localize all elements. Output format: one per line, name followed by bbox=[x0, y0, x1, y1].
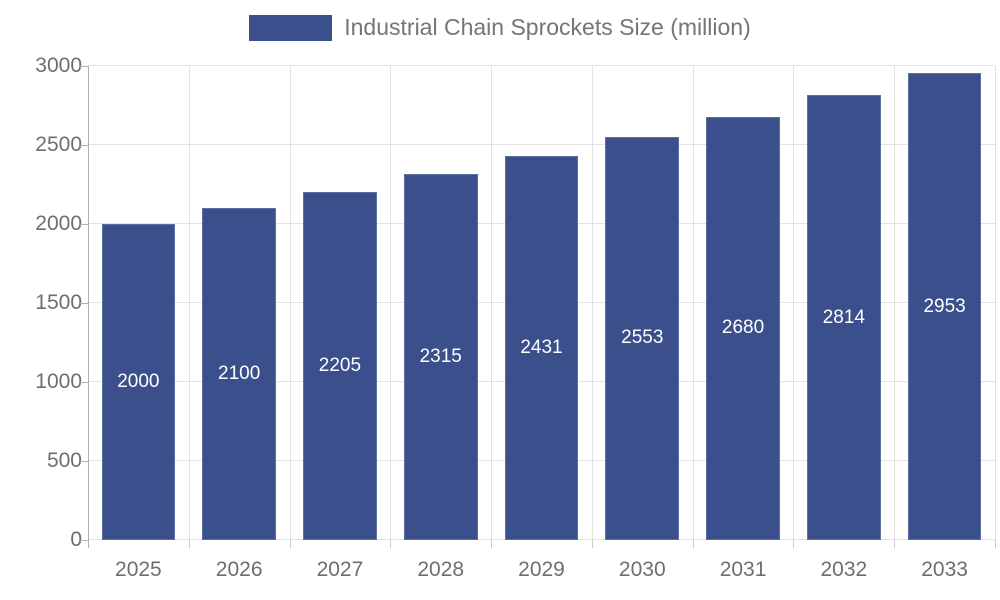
bar-2031[interactable]: 2680 bbox=[706, 116, 780, 540]
bar-value-label: 2953 bbox=[923, 295, 966, 317]
y-axis-line bbox=[88, 66, 89, 548]
v-gridline bbox=[390, 66, 392, 540]
x-axis-tick bbox=[692, 540, 694, 548]
v-gridline bbox=[491, 66, 493, 540]
x-axis-tick-label: 2029 bbox=[518, 558, 565, 581]
v-gridline bbox=[793, 66, 795, 540]
bar-value-label: 2680 bbox=[721, 317, 765, 339]
v-gridline bbox=[995, 66, 996, 540]
y-axis-tick-label: 500 bbox=[46, 449, 82, 472]
x-axis-tick-label: 2030 bbox=[618, 558, 666, 581]
legend-label: Industrial Chain Sprockets Size (million… bbox=[344, 14, 751, 40]
x-axis-tick bbox=[591, 540, 593, 548]
x-axis-tick bbox=[995, 540, 996, 548]
h-gridline bbox=[88, 144, 995, 145]
v-gridline bbox=[289, 66, 291, 540]
x-axis-tick-label: 2026 bbox=[215, 558, 263, 581]
y-axis-tick bbox=[80, 145, 88, 146]
y-axis-tick bbox=[80, 66, 88, 67]
x-axis-tick bbox=[188, 540, 190, 548]
plot-area: 2000 2100 2205 2315 2431 2553 2680 2814 2953 bbox=[88, 65, 996, 540]
bar-value-label: 2814 bbox=[822, 306, 865, 328]
x-axis-tick-label: 2032 bbox=[820, 558, 868, 581]
bar-2029[interactable]: 2431 bbox=[504, 155, 579, 540]
y-axis-tick-label: 1500 bbox=[35, 291, 82, 314]
y-axis-tick-label: 0 bbox=[70, 528, 82, 551]
y-axis-tick bbox=[80, 461, 88, 462]
bar-value-label: 2000 bbox=[117, 371, 160, 392]
x-axis-tick bbox=[289, 540, 291, 548]
y-axis-tick-label: 2500 bbox=[35, 133, 82, 156]
bar-2028[interactable]: 2315 bbox=[403, 174, 478, 540]
x-axis-tick-label: 2025 bbox=[115, 558, 162, 581]
v-gridline bbox=[188, 66, 190, 540]
x-axis-tick bbox=[793, 540, 795, 548]
v-gridline bbox=[894, 66, 896, 540]
x-axis-tick bbox=[88, 540, 89, 548]
bar-value-label: 2205 bbox=[318, 354, 362, 376]
bar-value-label: 2431 bbox=[520, 336, 563, 358]
x-axis-tick bbox=[491, 540, 493, 548]
bar-2025[interactable]: 2000 bbox=[101, 224, 176, 540]
chart-legend[interactable]: Industrial Chain Sprockets Size (million… bbox=[0, 14, 1000, 42]
y-axis-tick-label: 1000 bbox=[35, 370, 82, 393]
bar-2030[interactable]: 2553 bbox=[605, 136, 680, 540]
y-axis-tick bbox=[80, 224, 88, 225]
bar-2033[interactable]: 2953 bbox=[907, 73, 982, 540]
h-gridline bbox=[88, 65, 995, 66]
v-gridline bbox=[591, 66, 593, 540]
x-axis-tick bbox=[894, 540, 896, 548]
x-axis-tick-label: 2033 bbox=[921, 558, 968, 581]
bar-value-label: 2315 bbox=[419, 346, 462, 368]
x-axis-tick bbox=[390, 540, 392, 548]
bar-2026[interactable]: 2100 bbox=[202, 208, 276, 540]
x-axis-tick-label: 2028 bbox=[417, 558, 465, 581]
x-axis-tick-label: 2027 bbox=[316, 558, 364, 581]
y-axis-tick-label: 3000 bbox=[35, 54, 82, 77]
bar-value-label: 2553 bbox=[621, 327, 664, 349]
x-axis-tick-label: 2031 bbox=[719, 558, 767, 581]
bar-2027[interactable]: 2205 bbox=[303, 191, 377, 540]
y-axis-tick-label: 2000 bbox=[35, 212, 82, 235]
y-axis-tick bbox=[80, 303, 88, 304]
legend-swatch-icon bbox=[249, 14, 333, 41]
y-axis-tick bbox=[80, 382, 88, 383]
bar-2032[interactable]: 2814 bbox=[807, 95, 881, 540]
v-gridline bbox=[692, 66, 694, 540]
y-axis-tick bbox=[80, 540, 88, 541]
bar-value-label: 2100 bbox=[218, 363, 261, 385]
